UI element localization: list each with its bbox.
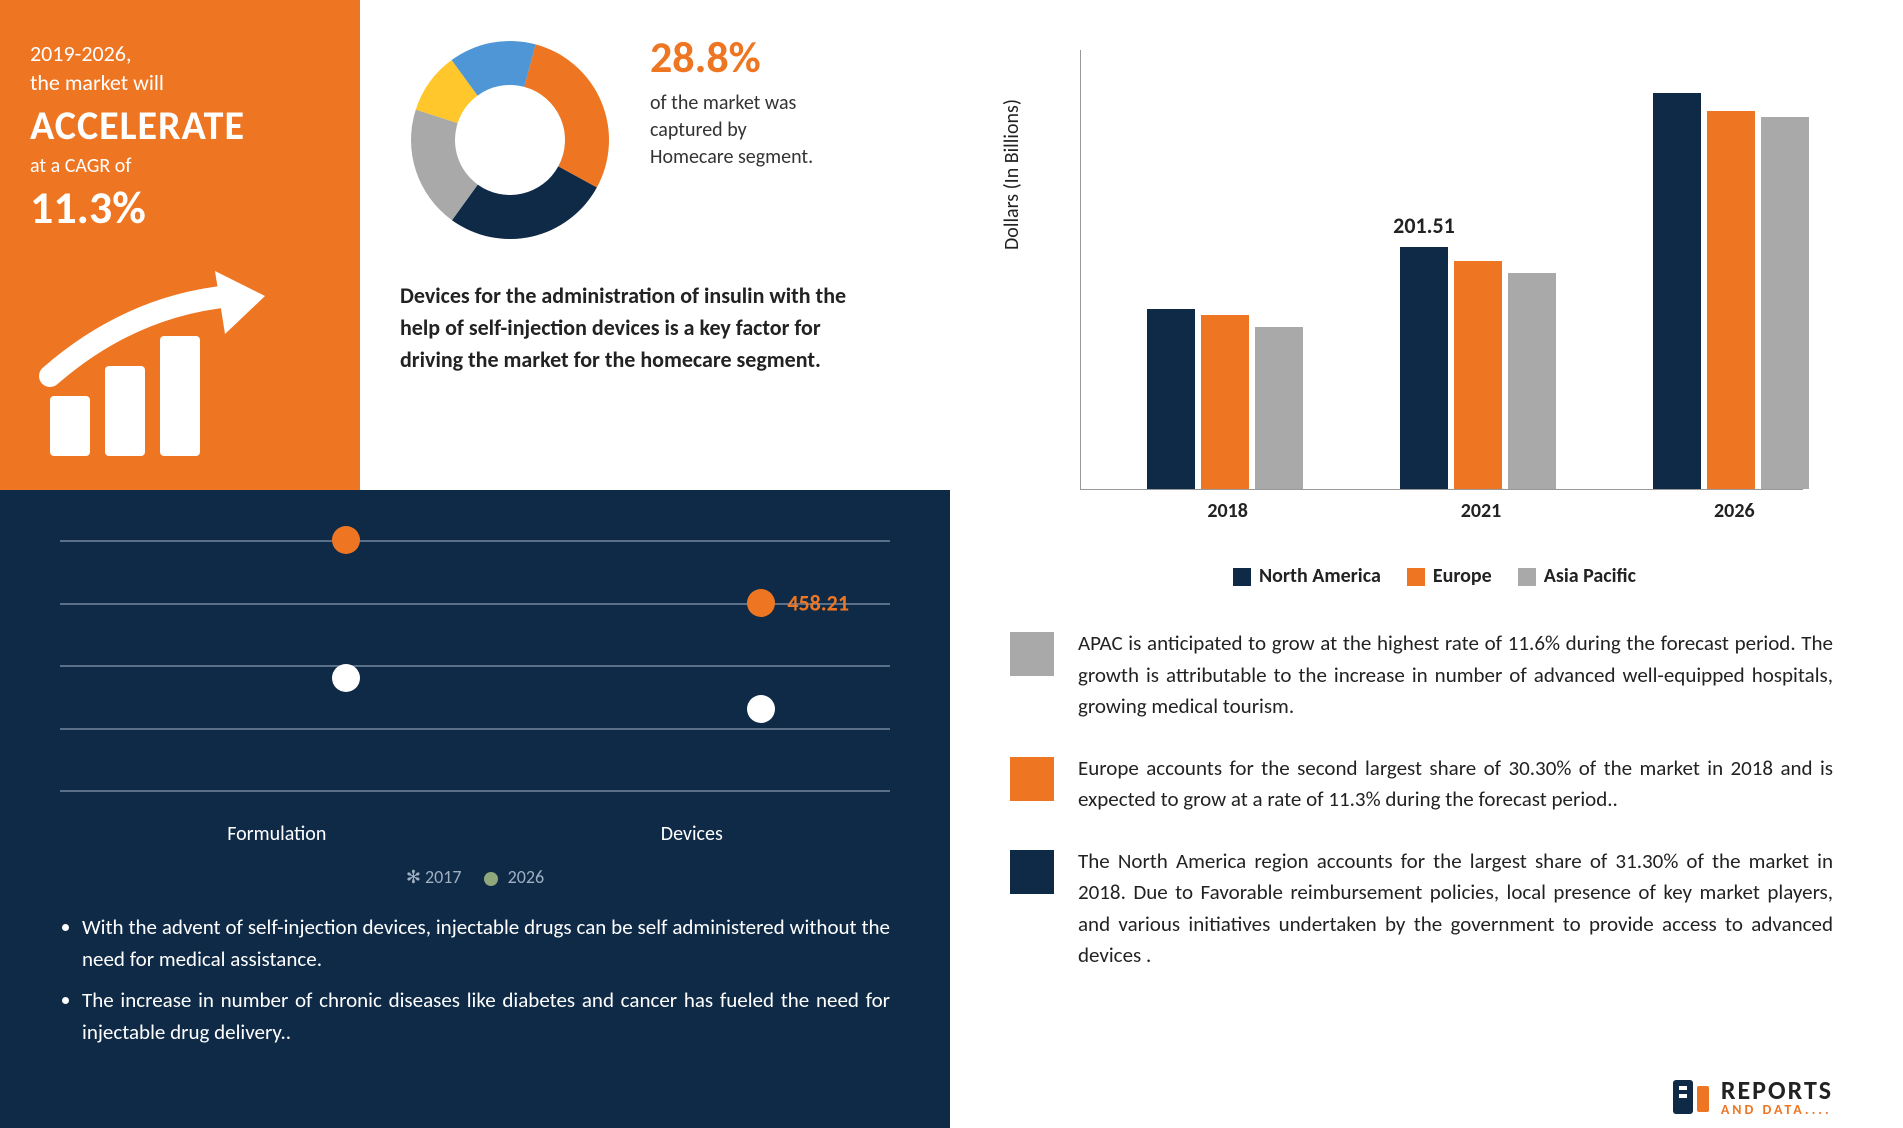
dot-chart-legend: ✻ 2017 2026 [60, 866, 890, 888]
bar-group: 2018 [1147, 309, 1303, 489]
donut-block: 28.8% of the market was captured by Home… [360, 0, 950, 490]
info-item: APAC is anticipated to grow at the highe… [1010, 628, 1833, 723]
top-row: 2019-2026,the market will ACCELERATE at … [0, 0, 950, 490]
dot-chart-panel: Formulation Devices 458.21 ✻ 2017 2026 Wit… [0, 490, 950, 1128]
info-item: Europe accounts for the second largest s… [1010, 753, 1833, 816]
dot-x-label: Formulation [227, 822, 326, 846]
dot-point [332, 664, 360, 692]
page-root: 2019-2026,the market will ACCELERATE at … [0, 0, 1903, 1128]
bar [1147, 309, 1195, 489]
bullet-item: With the advent of self-injection device… [82, 912, 890, 975]
dot-x-label: Devices [661, 822, 723, 846]
dot-gridline [60, 540, 890, 542]
cagr-value: 11.3% [30, 180, 330, 236]
info-text: Europe accounts for the second largest s… [1078, 753, 1833, 816]
bar [1761, 117, 1809, 489]
bar-x-label: 2018 [1138, 499, 1318, 523]
bar-group: 2021 [1400, 247, 1556, 489]
bar [1707, 111, 1755, 489]
legend-2026-swatch [484, 872, 498, 886]
cagr-box: 2019-2026,the market will ACCELERATE at … [0, 0, 360, 490]
legend-label: North America [1259, 564, 1381, 588]
info-text: The North America region accounts for th… [1078, 846, 1833, 972]
bar-chart-legend: North America Europe Asia Pacific [1010, 564, 1833, 588]
bar [1255, 327, 1303, 489]
logo-text: REPORTS AND DATA.... [1721, 1077, 1833, 1117]
brand-logo: REPORTS AND DATA.... [1671, 1076, 1833, 1118]
bullet-item: The increase in number of chronic diseas… [82, 985, 890, 1048]
dot-gridline [60, 790, 890, 792]
dot-gridline [60, 665, 890, 667]
bar-chart-wrap: Dollars (In Billions) 201820212026201.51 [1010, 30, 1833, 550]
donut-percent-caption: of the market was captured by Homecare s… [650, 90, 830, 171]
info-swatch [1010, 757, 1054, 801]
dot-x-labels: Formulation Devices [60, 822, 890, 846]
legend-swatch [1518, 568, 1536, 586]
bar [1653, 93, 1701, 489]
logo-text-1: REPORTS [1721, 1077, 1833, 1103]
legend-label: Europe [1433, 564, 1492, 588]
legend-2017-symbol: ✻ [406, 866, 421, 888]
donut-percent: 28.8% [650, 30, 920, 84]
region-info-list: APAC is anticipated to grow at the highe… [1010, 628, 1833, 972]
bar [1508, 273, 1556, 489]
info-item: The North America region accounts for th… [1010, 846, 1833, 972]
dot-chart: Formulation Devices 458.21 [60, 530, 890, 860]
bar-x-label: 2026 [1644, 499, 1824, 523]
legend-label: Asia Pacific [1544, 564, 1636, 588]
donut-row: 28.8% of the market was captured by Home… [400, 30, 920, 250]
info-swatch [1010, 632, 1054, 676]
bar-group: 2026 [1653, 93, 1809, 489]
legend-swatch [1233, 568, 1251, 586]
donut-slice [524, 44, 609, 187]
dot-point [747, 695, 775, 723]
donut-chart [400, 30, 620, 250]
dot-point [332, 526, 360, 554]
dot-gridline [60, 728, 890, 730]
logo-mark-icon [1671, 1076, 1713, 1118]
donut-caption: Devices for the administration of insuli… [400, 280, 880, 376]
left-column: 2019-2026,the market will ACCELERATE at … [0, 0, 950, 1128]
bar-value-label: 201.51 [1393, 212, 1455, 239]
donut-slice [452, 166, 597, 239]
bar [1201, 315, 1249, 489]
dot-point-label: 458.21 [787, 589, 849, 616]
bar [1400, 247, 1448, 489]
legend-2017-label: 2017 [425, 866, 462, 888]
cagr-at: at a CAGR of [30, 154, 330, 178]
info-swatch [1010, 850, 1054, 894]
donut-highlight: 28.8% of the market was captured by Home… [650, 30, 920, 171]
right-column: Dollars (In Billions) 2018 2021 2026 201.51… [950, 0, 1903, 1128]
bar-chart: 201820212026201.51 [1080, 50, 1803, 490]
bar-x-label: 2021 [1391, 499, 1571, 523]
bar [1454, 261, 1502, 489]
dot-chart-bullets: With the advent of self-injection device… [60, 912, 890, 1058]
logo-text-2: AND DATA.... [1721, 1103, 1833, 1117]
info-text: APAC is anticipated to grow at the highe… [1078, 628, 1833, 723]
legend-swatch [1407, 568, 1425, 586]
growth-chart-icon [30, 256, 290, 476]
cagr-period: 2019-2026,the market will [30, 40, 330, 97]
dot-point [747, 589, 775, 617]
legend-2026-label: 2026 [508, 866, 545, 888]
cagr-accelerate-word: ACCELERATE [30, 101, 330, 150]
bar-ylabel: Dollars (In Billions) [1000, 99, 1024, 250]
